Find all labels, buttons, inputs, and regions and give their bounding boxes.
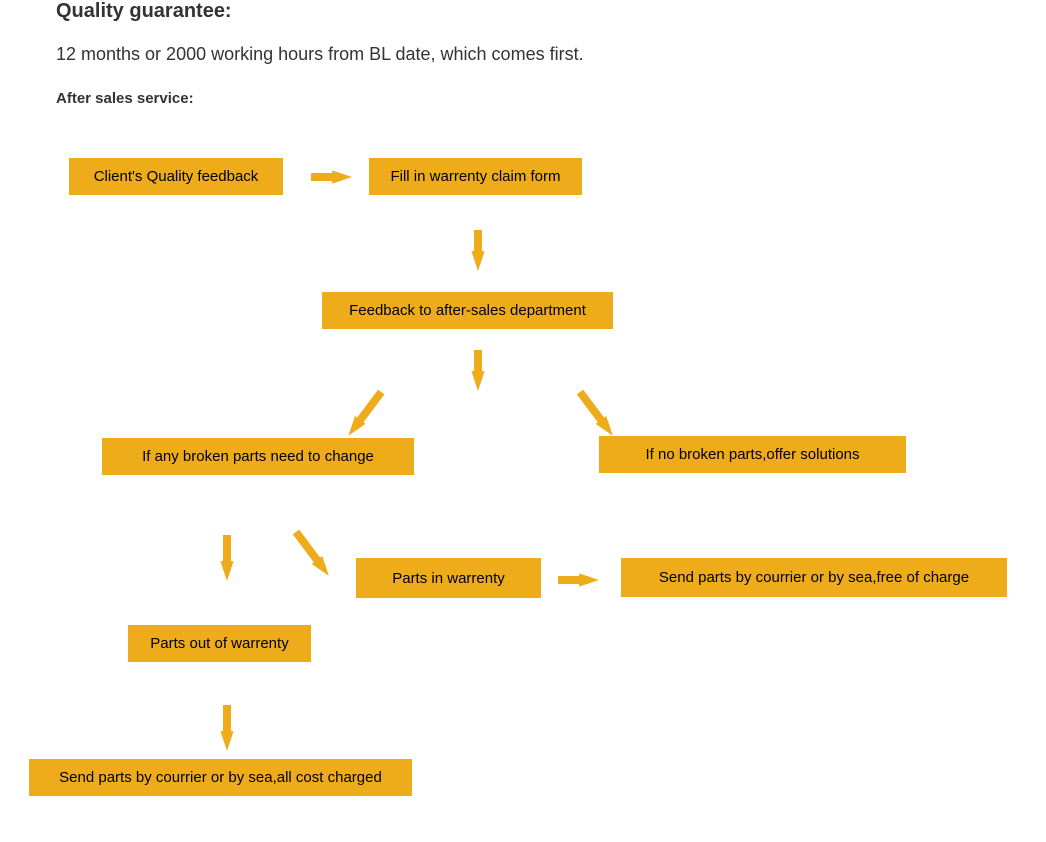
flow-node-n6: Parts in warrenty (356, 558, 541, 598)
flow-node-n5: If no broken parts,offer solutions (599, 436, 906, 473)
flow-arrow-a8 (547, 569, 599, 591)
page-heading: Quality guarantee: (56, 0, 232, 23)
flow-arrow-a2 (467, 219, 489, 271)
flow-arrow-a4 (344, 381, 392, 438)
flow-node-n1: Client's Quality feedback (69, 158, 283, 195)
flow-arrow-a1 (300, 166, 352, 188)
flow-node-n9: Send parts by courrier or by sea,all cos… (29, 759, 412, 796)
flow-arrow-a6 (216, 524, 238, 581)
flow-arrow-a5 (569, 381, 617, 438)
flow-arrow-a7 (285, 521, 333, 578)
flow-node-n4: If any broken parts need to change (102, 438, 414, 475)
flow-node-n3: Feedback to after-sales department (322, 292, 613, 329)
flow-node-n8: Send parts by courrier or by sea,free of… (621, 558, 1007, 597)
flow-node-n2: Fill in warrenty claim form (369, 158, 582, 195)
flow-arrow-a3 (467, 339, 489, 391)
guarantee-text: 12 months or 2000 working hours from BL … (56, 44, 584, 65)
flow-node-n7: Parts out of warrenty (128, 625, 311, 662)
sub-heading: After sales service: (56, 90, 194, 107)
flow-arrow-a9 (216, 694, 238, 751)
